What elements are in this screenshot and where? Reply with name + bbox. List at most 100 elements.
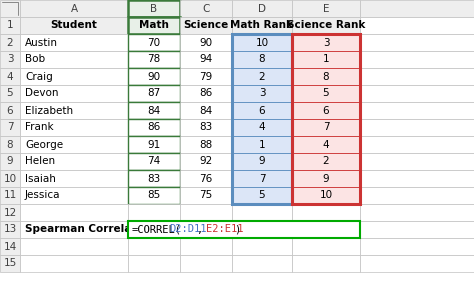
Bar: [20, 170, 128, 187]
Bar: [360, 119, 474, 136]
Text: D2:D11: D2:D11: [169, 224, 207, 234]
Bar: [0, 204, 20, 221]
Bar: [128, 51, 180, 68]
Text: 2: 2: [7, 37, 13, 47]
Text: =CORREL(: =CORREL(: [132, 224, 182, 234]
Bar: [292, 204, 360, 221]
Bar: [180, 255, 232, 272]
Bar: [180, 136, 232, 153]
Text: 9: 9: [259, 156, 265, 166]
Bar: [0, 153, 20, 170]
Bar: [292, 34, 360, 204]
Text: 7: 7: [259, 174, 265, 184]
Text: 9: 9: [7, 156, 13, 166]
Text: Math Rank: Math Rank: [230, 21, 293, 31]
Bar: [0, 0, 20, 17]
Text: 1: 1: [323, 54, 329, 65]
Bar: [128, 221, 360, 238]
Text: 5: 5: [259, 191, 265, 201]
Text: Frank: Frank: [25, 123, 54, 133]
Text: Elizabeth: Elizabeth: [25, 105, 73, 115]
Bar: [20, 255, 128, 272]
Bar: [0, 255, 20, 272]
Text: 7: 7: [7, 123, 13, 133]
Text: Math: Math: [139, 21, 169, 31]
Bar: [0, 136, 20, 153]
Bar: [180, 102, 232, 119]
Bar: [180, 170, 232, 187]
Bar: [20, 0, 128, 17]
Text: 79: 79: [200, 72, 213, 82]
Bar: [20, 68, 128, 85]
Bar: [180, 85, 232, 102]
Bar: [232, 85, 292, 102]
Text: 8: 8: [7, 140, 13, 149]
Bar: [20, 85, 128, 102]
Text: 15: 15: [3, 259, 17, 268]
Bar: [232, 17, 292, 34]
Text: Helen: Helen: [25, 156, 55, 166]
Bar: [292, 51, 360, 68]
Text: 85: 85: [147, 191, 161, 201]
Text: 12: 12: [3, 207, 17, 217]
Text: 4: 4: [323, 140, 329, 149]
Text: 90: 90: [147, 72, 161, 82]
Text: 2: 2: [323, 156, 329, 166]
Bar: [128, 85, 180, 102]
Bar: [0, 17, 20, 34]
Text: 3: 3: [7, 54, 13, 65]
Text: 7: 7: [323, 123, 329, 133]
Text: 1: 1: [7, 21, 13, 31]
Text: Science Rank: Science Rank: [287, 21, 365, 31]
Bar: [180, 0, 232, 17]
Text: 88: 88: [200, 140, 213, 149]
Text: 86: 86: [200, 88, 213, 98]
Bar: [292, 170, 360, 187]
Text: 13: 13: [3, 224, 17, 234]
Bar: [232, 119, 292, 136]
Text: E: E: [323, 4, 329, 14]
Bar: [180, 34, 232, 51]
Bar: [0, 170, 20, 187]
Bar: [292, 85, 360, 102]
Bar: [0, 221, 20, 238]
Text: B: B: [150, 4, 157, 14]
Bar: [360, 170, 474, 187]
Text: 10: 10: [319, 191, 333, 201]
Bar: [292, 102, 360, 119]
Text: 8: 8: [323, 72, 329, 82]
Text: 78: 78: [147, 54, 161, 65]
Text: 70: 70: [147, 37, 161, 47]
Bar: [292, 68, 360, 85]
Bar: [180, 238, 232, 255]
Bar: [128, 102, 180, 119]
Text: 10: 10: [255, 37, 269, 47]
Text: Bob: Bob: [25, 54, 45, 65]
Bar: [360, 255, 474, 272]
Bar: [20, 136, 128, 153]
Text: 91: 91: [147, 140, 161, 149]
Text: Jessica: Jessica: [25, 191, 61, 201]
Bar: [180, 51, 232, 68]
Bar: [292, 0, 360, 17]
Bar: [128, 153, 180, 170]
Text: Devon: Devon: [25, 88, 58, 98]
Text: 84: 84: [200, 105, 213, 115]
Bar: [20, 153, 128, 170]
Text: 90: 90: [200, 37, 212, 47]
Bar: [0, 119, 20, 136]
Bar: [292, 119, 360, 136]
Bar: [180, 204, 232, 221]
Bar: [20, 204, 128, 221]
Bar: [292, 187, 360, 204]
Bar: [232, 153, 292, 170]
Bar: [232, 34, 292, 51]
Text: 94: 94: [200, 54, 213, 65]
Bar: [128, 170, 180, 187]
Bar: [180, 17, 232, 34]
Bar: [128, 68, 180, 85]
Bar: [0, 68, 20, 85]
Bar: [360, 204, 474, 221]
Bar: [180, 119, 232, 136]
Text: D: D: [258, 4, 266, 14]
